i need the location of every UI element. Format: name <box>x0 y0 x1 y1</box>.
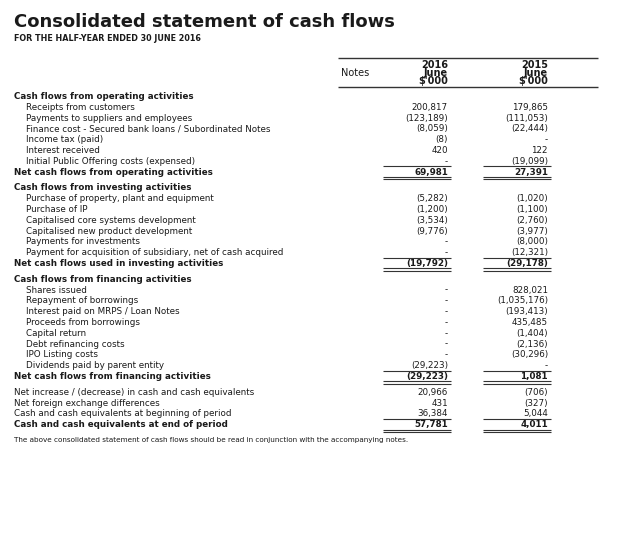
Text: (29,178): (29,178) <box>506 259 548 268</box>
Text: -: - <box>545 361 548 370</box>
Text: Income tax (paid): Income tax (paid) <box>26 135 103 144</box>
Text: FOR THE HALF-YEAR ENDED 30 JUNE 2016: FOR THE HALF-YEAR ENDED 30 JUNE 2016 <box>14 34 201 43</box>
Text: Net cash flows from financing activities: Net cash flows from financing activities <box>14 372 211 381</box>
Text: (30,296): (30,296) <box>511 351 548 360</box>
Text: (8,059): (8,059) <box>416 124 448 133</box>
Text: Finance cost - Secured bank loans / Subordinated Notes: Finance cost - Secured bank loans / Subo… <box>26 124 270 133</box>
Text: -: - <box>445 286 448 295</box>
Text: Interest received: Interest received <box>26 146 100 155</box>
Text: Capitalised core systems development: Capitalised core systems development <box>26 216 196 225</box>
Text: -: - <box>445 351 448 360</box>
Text: Capitalised new product development: Capitalised new product development <box>26 227 192 236</box>
Text: 200,817: 200,817 <box>412 103 448 112</box>
Text: IPO Listing costs: IPO Listing costs <box>26 351 98 360</box>
Text: Payments for investments: Payments for investments <box>26 237 140 246</box>
Text: 828,021: 828,021 <box>512 286 548 295</box>
Text: Initial Public Offering costs (expensed): Initial Public Offering costs (expensed) <box>26 157 195 166</box>
Text: -: - <box>545 135 548 144</box>
Text: Purchase of property, plant and equipment: Purchase of property, plant and equipmen… <box>26 194 214 203</box>
Text: Cash and cash equivalents at beginning of period: Cash and cash equivalents at beginning o… <box>14 409 232 418</box>
Text: (193,413): (193,413) <box>505 307 548 316</box>
Text: Interest paid on MRPS / Loan Notes: Interest paid on MRPS / Loan Notes <box>26 307 180 316</box>
Text: 57,781: 57,781 <box>414 420 448 429</box>
Text: (1,404): (1,404) <box>517 329 548 338</box>
Text: 36,384: 36,384 <box>417 409 448 418</box>
Text: (5,282): (5,282) <box>416 194 448 203</box>
Text: -: - <box>445 237 448 246</box>
Text: (8): (8) <box>436 135 448 144</box>
Text: Consolidated statement of cash flows: Consolidated statement of cash flows <box>14 13 395 31</box>
Text: Net cash flows used in investing activities: Net cash flows used in investing activit… <box>14 259 223 268</box>
Text: -: - <box>445 329 448 338</box>
Text: (123,189): (123,189) <box>405 114 448 123</box>
Text: -: - <box>445 318 448 327</box>
Text: (3,977): (3,977) <box>516 227 548 236</box>
Text: (1,035,176): (1,035,176) <box>497 296 548 305</box>
Text: Cash and cash equivalents at end of period: Cash and cash equivalents at end of peri… <box>14 420 228 429</box>
Text: 2015: 2015 <box>521 60 548 70</box>
Text: 2016: 2016 <box>421 60 448 70</box>
Text: 435,485: 435,485 <box>512 318 548 327</box>
Text: -: - <box>445 339 448 349</box>
Text: (12,321): (12,321) <box>511 248 548 257</box>
Text: (9,776): (9,776) <box>416 227 448 236</box>
Text: (2,136): (2,136) <box>517 339 548 349</box>
Text: Proceeds from borrowings: Proceeds from borrowings <box>26 318 140 327</box>
Text: Shares issued: Shares issued <box>26 286 87 295</box>
Text: -: - <box>445 296 448 305</box>
Text: 27,391: 27,391 <box>514 167 548 176</box>
Text: (19,792): (19,792) <box>406 259 448 268</box>
Text: 20,966: 20,966 <box>417 388 448 397</box>
Text: 69,981: 69,981 <box>414 167 448 176</box>
Text: 5,044: 5,044 <box>523 409 548 418</box>
Text: Net foreign exchange differences: Net foreign exchange differences <box>14 399 160 408</box>
Text: Dividends paid by parent entity: Dividends paid by parent entity <box>26 361 164 370</box>
Text: 431: 431 <box>431 399 448 408</box>
Text: (8,000): (8,000) <box>516 237 548 246</box>
Text: Payments to suppliers and employees: Payments to suppliers and employees <box>26 114 192 123</box>
Text: Purchase of IP: Purchase of IP <box>26 205 87 214</box>
Text: $'000: $'000 <box>418 76 448 86</box>
Text: 179,865: 179,865 <box>512 103 548 112</box>
Text: (29,223): (29,223) <box>406 372 448 381</box>
Text: (29,223): (29,223) <box>411 361 448 370</box>
Text: (706): (706) <box>524 388 548 397</box>
Text: Notes: Notes <box>341 68 369 78</box>
Text: Debt refinancing costs: Debt refinancing costs <box>26 339 125 349</box>
Text: Payment for acquisition of subsidiary, net of cash acquired: Payment for acquisition of subsidiary, n… <box>26 248 283 257</box>
Text: Cash flows from investing activities: Cash flows from investing activities <box>14 184 192 193</box>
Text: -: - <box>445 248 448 257</box>
Text: June: June <box>524 68 548 78</box>
Text: Net cash flows from operating activities: Net cash flows from operating activities <box>14 167 213 176</box>
Text: Net increase / (decrease) in cash and cash equivalents: Net increase / (decrease) in cash and ca… <box>14 388 254 397</box>
Text: Capital return: Capital return <box>26 329 86 338</box>
Text: 420: 420 <box>431 146 448 155</box>
Text: -: - <box>445 307 448 316</box>
Text: (1,100): (1,100) <box>516 205 548 214</box>
Text: 1,081: 1,081 <box>520 372 548 381</box>
Text: June: June <box>424 68 448 78</box>
Text: (1,020): (1,020) <box>516 194 548 203</box>
Text: $'000: $'000 <box>518 76 548 86</box>
Text: -: - <box>445 157 448 166</box>
Text: Cash flows from financing activities: Cash flows from financing activities <box>14 275 192 284</box>
Text: 4,011: 4,011 <box>520 420 548 429</box>
Text: (111,053): (111,053) <box>505 114 548 123</box>
Text: Repayment of borrowings: Repayment of borrowings <box>26 296 139 305</box>
Text: (1,200): (1,200) <box>416 205 448 214</box>
Text: (2,760): (2,760) <box>516 216 548 225</box>
Text: The above consolidated statement of cash flows should be read in conjunction wit: The above consolidated statement of cash… <box>14 437 408 443</box>
Text: (19,099): (19,099) <box>511 157 548 166</box>
Text: (22,444): (22,444) <box>511 124 548 133</box>
Text: Cash flows from operating activities: Cash flows from operating activities <box>14 92 193 101</box>
Text: (327): (327) <box>524 399 548 408</box>
Text: 122: 122 <box>532 146 548 155</box>
Text: (3,534): (3,534) <box>416 216 448 225</box>
Text: Receipts from customers: Receipts from customers <box>26 103 135 112</box>
